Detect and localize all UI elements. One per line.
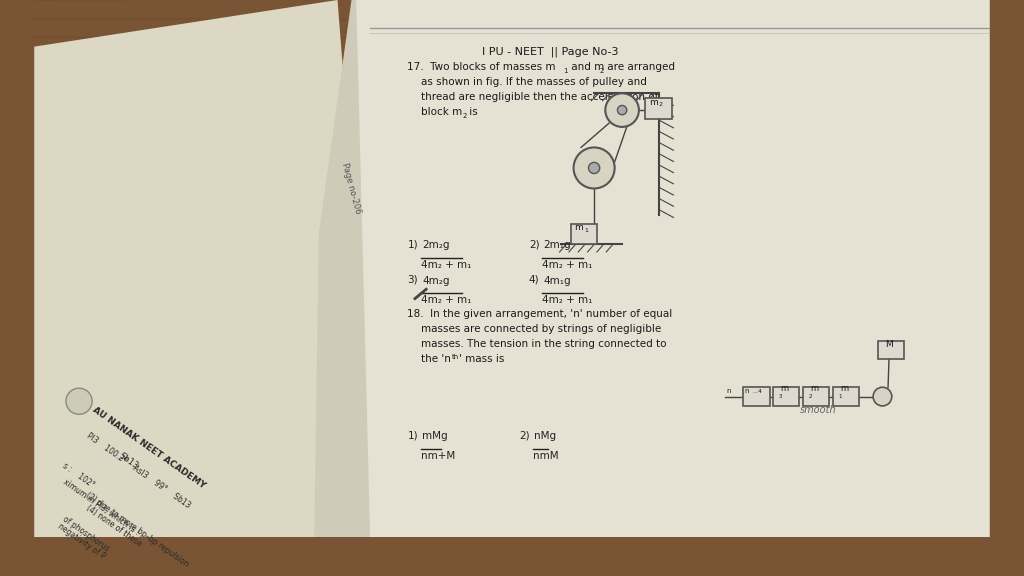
Text: 4m₂ + m₁: 4m₂ + m₁: [421, 260, 471, 270]
Text: nmM: nmM: [532, 451, 558, 461]
Text: m: m: [649, 97, 657, 107]
Text: nm+M: nm+M: [421, 451, 455, 461]
Text: ximum in PI3, which is :: ximum in PI3, which is :: [61, 478, 140, 537]
Text: 1: 1: [563, 68, 568, 74]
Text: smooth: smooth: [800, 406, 836, 415]
Bar: [645, 98, 672, 119]
Text: mMg: mMg: [423, 431, 449, 441]
Text: 1: 1: [584, 228, 588, 233]
Text: 2: 2: [658, 103, 663, 107]
Text: 3): 3): [408, 275, 418, 285]
Text: 2: 2: [600, 68, 604, 74]
Text: th: th: [452, 354, 459, 360]
Text: Sb13: Sb13: [117, 452, 139, 471]
Circle shape: [589, 162, 600, 173]
Circle shape: [573, 147, 614, 188]
Text: 1: 1: [839, 395, 842, 399]
Text: 4m₁g: 4m₁g: [544, 276, 571, 286]
Bar: [743, 387, 770, 406]
Text: of phosphorus: of phosphorus: [61, 515, 111, 554]
Text: masses are connected by strings of negligible: masses are connected by strings of negli…: [421, 324, 660, 334]
Text: 2): 2): [528, 239, 540, 249]
Circle shape: [873, 387, 892, 406]
Text: the 'n: the 'n: [421, 354, 451, 364]
Text: (2) due to more bp–bp repulsion: (2) due to more bp–bp repulsion: [84, 491, 190, 569]
Bar: [878, 340, 904, 359]
Text: PI3    100.2°    AsI3    99°    Sb13: PI3 100.2° AsI3 99° Sb13: [84, 431, 191, 510]
Text: as shown in fig. If the masses of pulley and: as shown in fig. If the masses of pulley…: [421, 77, 646, 87]
Text: 17.  Two blocks of masses m: 17. Two blocks of masses m: [408, 62, 556, 72]
Text: n: n: [727, 388, 731, 394]
Text: Page no-206: Page no-206: [340, 161, 362, 215]
Polygon shape: [314, 0, 426, 537]
Text: I PU - NEET  || Page No-3: I PU - NEET || Page No-3: [482, 47, 618, 57]
Text: masses. The tension in the string connected to: masses. The tension in the string connec…: [421, 339, 666, 349]
Text: is: is: [466, 107, 478, 117]
Text: thread are negligible then the acceleration of: thread are negligible then the accelerat…: [421, 92, 658, 102]
Text: (4) none of these: (4) none of these: [84, 504, 143, 549]
Text: 4m₂ + m₁: 4m₂ + m₁: [542, 260, 592, 270]
Text: s :    102°: s : 102°: [61, 461, 96, 489]
Circle shape: [617, 105, 627, 115]
Bar: [833, 387, 859, 406]
Circle shape: [66, 388, 92, 414]
Polygon shape: [34, 0, 380, 537]
Text: 1): 1): [408, 239, 418, 249]
Text: m: m: [811, 384, 819, 393]
Text: 2m₂g: 2m₂g: [423, 240, 450, 250]
Text: negativity of P: negativity of P: [56, 521, 108, 561]
Text: are arranged: are arranged: [604, 62, 676, 72]
Text: AU NANAK NEET ACADEMY: AU NANAK NEET ACADEMY: [91, 405, 207, 490]
Text: ' mass is: ' mass is: [459, 354, 504, 364]
Text: ...4: ...4: [753, 389, 763, 394]
Text: 18.  In the given arrangement, 'n' number of equal: 18. In the given arrangement, 'n' number…: [408, 309, 673, 319]
Text: 2: 2: [809, 395, 812, 399]
Text: m: m: [574, 223, 584, 233]
Bar: [803, 387, 829, 406]
Text: 4m₂ + m₁: 4m₂ + m₁: [542, 295, 592, 305]
Bar: [773, 387, 800, 406]
Text: 4m₂ + m₁: 4m₂ + m₁: [421, 295, 471, 305]
Text: 2m₁g: 2m₁g: [544, 240, 571, 250]
Text: 2: 2: [463, 112, 467, 119]
Text: 4m₂g: 4m₂g: [423, 276, 450, 286]
Text: 3: 3: [779, 395, 782, 399]
Polygon shape: [356, 0, 990, 537]
Text: nMg: nMg: [535, 431, 556, 441]
Text: m: m: [841, 384, 849, 393]
Text: m: m: [780, 384, 788, 393]
Text: 1): 1): [408, 431, 418, 441]
Bar: [570, 224, 597, 244]
Circle shape: [605, 93, 639, 127]
Text: M: M: [885, 340, 893, 349]
Text: block m: block m: [421, 107, 462, 117]
Text: 4): 4): [528, 275, 540, 285]
Text: and m: and m: [568, 62, 604, 72]
Text: n: n: [744, 388, 749, 394]
Text: 2): 2): [519, 431, 530, 441]
